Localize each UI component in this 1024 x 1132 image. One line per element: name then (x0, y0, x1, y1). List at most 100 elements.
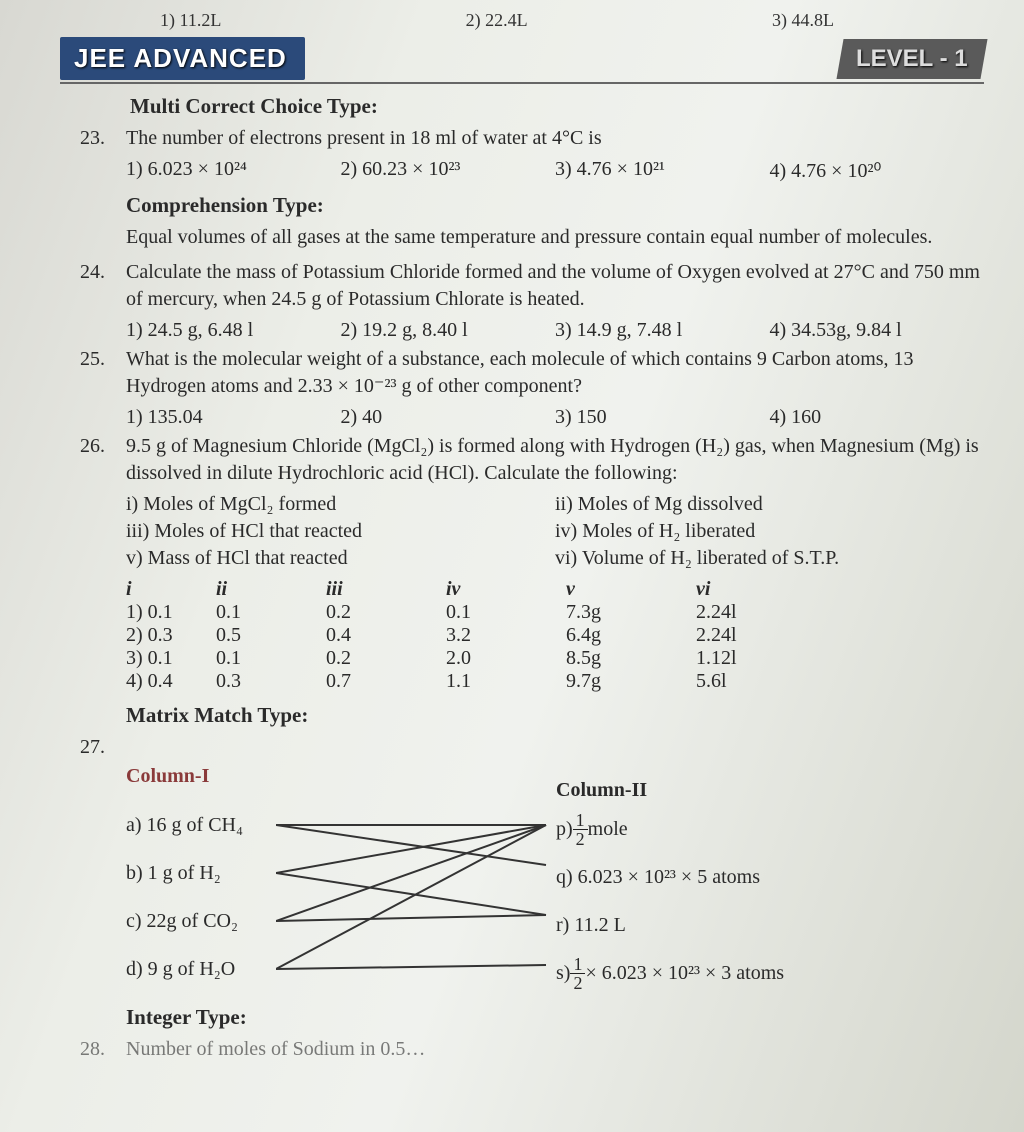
fraction-half-icon: 12 (570, 955, 585, 992)
cell: 5.6l (696, 670, 796, 693)
cell: 1) 0.1 (126, 601, 216, 624)
frag-c: 3) 44.8L (772, 10, 834, 31)
q25-o2: 2) 40 (341, 406, 556, 429)
cell: 0.1 (446, 601, 566, 624)
q26-answer-table: i ii iii iv v vi 1) 0.10.10.20.17.3g2.24… (126, 578, 984, 693)
cell: 0.3 (216, 670, 326, 693)
cell: 1.12l (696, 647, 796, 670)
prev-page-fragments: 1) 11.2L 2) 22.4L 3) 44.8L (60, 10, 984, 37)
th-ii: ii (216, 578, 326, 601)
q-number: 23. (80, 125, 126, 152)
q24-o2: 2) 19.2 g, 8.40 l (341, 319, 556, 342)
q26-p2: ii) Moles of Mg dissolved (555, 491, 984, 518)
cell: 3.2 (446, 624, 566, 647)
frag-b: 2) 22.4L (466, 10, 528, 31)
q25-o3: 3) 150 (555, 406, 770, 429)
q23-o2: 2) 60.23 × 10²³ (341, 158, 556, 183)
q-number: 24. (80, 259, 126, 313)
fraction-half-icon: 12 (573, 811, 588, 848)
q-text: The number of electrons present in 18 ml… (126, 125, 984, 152)
cell: 6.4g (566, 624, 696, 647)
label: × 6.023 × 10²³ × 3 atoms (585, 962, 784, 985)
section-matrix-match: Matrix Match Type: (126, 703, 984, 728)
q24-options: 1) 24.5 g, 6.48 l 2) 19.2 g, 8.40 l 3) 1… (126, 319, 984, 342)
cell: 8.5g (566, 647, 696, 670)
q25-options: 1) 135.04 2) 40 3) 150 4) 160 (126, 406, 984, 429)
label: mole (588, 818, 628, 841)
cell: 0.1 (216, 647, 326, 670)
cell: 2) 0.3 (126, 624, 216, 647)
q24-o1: 1) 24.5 g, 6.48 l (126, 319, 341, 342)
q26-p1: i) Moles of MgCl₂ formed (126, 491, 555, 518)
q27-match: Column-I Column-II a) 16 g of CH₄ b) 1 g… (126, 765, 984, 995)
cell: 0.2 (326, 647, 446, 670)
cell: 0.5 (216, 624, 326, 647)
q-number: 25. (80, 346, 126, 400)
q26-subparts: i) Moles of MgCl₂ formedii) Moles of Mg … (126, 491, 984, 572)
exam-banner: JEE ADVANCED (60, 37, 305, 80)
q26-p3: iii) Moles of HCl that reacted (126, 518, 555, 545)
match-left-c: c) 22g of CO₂ (126, 897, 243, 945)
cell: 0.7 (326, 670, 446, 693)
q28: 28. Number of moles of Sodium in 0.5… (80, 1036, 984, 1063)
cell: 0.2 (326, 601, 446, 624)
q-number: 26. (80, 433, 126, 487)
label: s) (556, 962, 570, 985)
cell: 2.0 (446, 647, 566, 670)
match-right-s: s) 12 × 6.023 × 10²³ × 3 atoms (556, 949, 784, 997)
frag-a: 1) 11.2L (160, 10, 221, 31)
cell: 1.1 (446, 670, 566, 693)
q26: 26. 9.5 g of Magnesium Chloride (MgCl₂) … (80, 433, 984, 487)
th-iii: iii (326, 578, 446, 601)
q25-o1: 1) 135.04 (126, 406, 341, 429)
th-iv: iv (446, 578, 566, 601)
q23-o1: 1) 6.023 × 10²⁴ (126, 158, 341, 183)
cell: 2.24l (696, 601, 796, 624)
match-right-r: r) 11.2 L (556, 901, 784, 949)
section-comprehension: Comprehension Type: (126, 193, 984, 218)
q26-p5: v) Mass of HCl that reacted (126, 545, 555, 572)
match-right-q: q) 6.023 × 10²³ × 5 atoms (556, 853, 784, 901)
level-banner: LEVEL - 1 (837, 39, 988, 79)
match-left-a: a) 16 g of CH₄ (126, 801, 243, 849)
section-multi-correct: Multi Correct Choice Type: (130, 94, 984, 119)
cell: 2.24l (696, 624, 796, 647)
q-text: Calculate the mass of Potassium Chloride… (126, 259, 984, 313)
q-text: What is the molecular weight of a substa… (126, 346, 984, 400)
comprehension-passage: Equal volumes of all gases at the same t… (126, 224, 984, 251)
cell: 9.7g (566, 670, 696, 693)
th-v: v (566, 578, 696, 601)
q23-options: 1) 6.023 × 10²⁴ 2) 60.23 × 10²³ 3) 4.76 … (126, 158, 984, 183)
match-lines-icon (276, 795, 556, 995)
cell: 0.1 (216, 601, 326, 624)
cell: 4) 0.4 (126, 670, 216, 693)
q25-o4: 4) 160 (770, 406, 985, 429)
q24: 24. Calculate the mass of Potassium Chlo… (80, 259, 984, 313)
q25: 25. What is the molecular weight of a su… (80, 346, 984, 400)
q-number: 28. (80, 1036, 126, 1063)
section-integer: Integer Type: (126, 1005, 984, 1030)
match-left-b: b) 1 g of H₂ (126, 849, 243, 897)
cell: 0.4 (326, 624, 446, 647)
column-1-title: Column-I (126, 765, 209, 788)
column-2-title: Column-II (556, 779, 647, 802)
match-right-p: p) 12 mole (556, 805, 784, 853)
label: p) (556, 818, 573, 841)
cell: 3) 0.1 (126, 647, 216, 670)
q26-p6: vi) Volume of H₂ liberated of S.T.P. (555, 545, 984, 572)
q26-p4: iv) Moles of H₂ liberated (555, 518, 984, 545)
q27: 27. (80, 734, 984, 761)
banner-row: JEE ADVANCED LEVEL - 1 (60, 37, 984, 84)
q23-o4: 4) 4.76 × 10²⁰ (770, 158, 985, 183)
q23: 23. The number of electrons present in 1… (80, 125, 984, 152)
q24-o4: 4) 34.53g, 9.84 l (770, 319, 985, 342)
cell: 7.3g (566, 601, 696, 624)
th-i: i (126, 578, 216, 601)
q-number: 27. (80, 734, 126, 761)
match-left-d: d) 9 g of H₂O (126, 945, 243, 993)
q23-o3: 3) 4.76 × 10²¹ (555, 158, 770, 183)
q24-o3: 3) 14.9 g, 7.48 l (555, 319, 770, 342)
q-text: Number of moles of Sodium in 0.5… (126, 1036, 984, 1063)
q-text: 9.5 g of Magnesium Chloride (MgCl₂) is f… (126, 433, 984, 487)
th-vi: vi (696, 578, 796, 601)
